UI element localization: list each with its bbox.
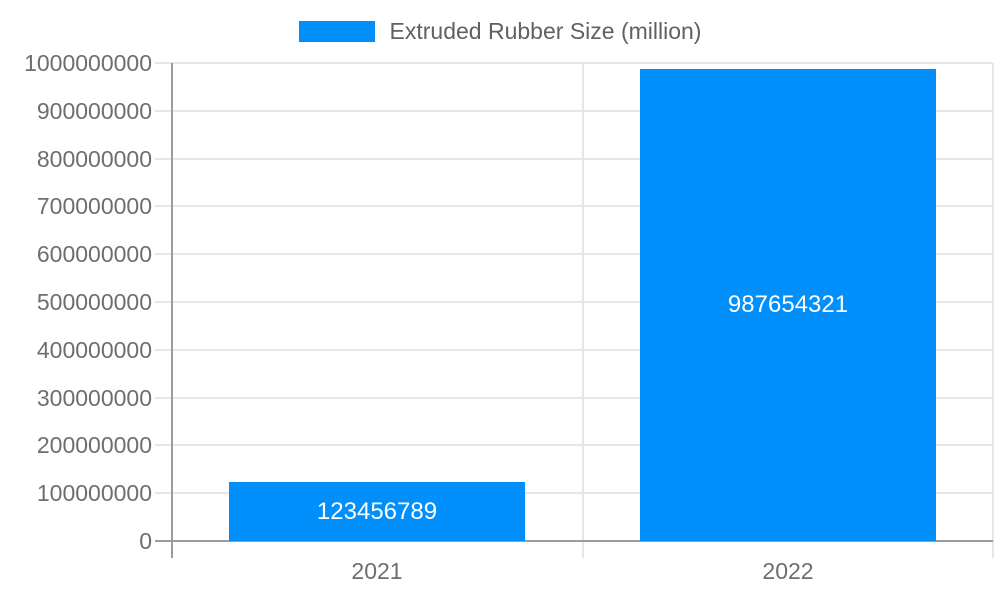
y-axis-tick-label: 200000000 bbox=[36, 432, 152, 459]
y-axis-tick-label: 700000000 bbox=[36, 193, 152, 220]
y-axis-tick-label: 100000000 bbox=[36, 480, 152, 507]
y-axis-tick-label: 500000000 bbox=[36, 289, 152, 315]
y-gridline bbox=[155, 253, 993, 256]
y-gridline bbox=[155, 492, 993, 495]
x-gridline bbox=[992, 63, 994, 558]
bar-value-label: 123456789 bbox=[316, 498, 438, 525]
legend-swatch-icon bbox=[298, 21, 375, 42]
y-axis-tick-label: 900000000 bbox=[36, 97, 152, 124]
y-axis-tick-label: 1000000000 bbox=[24, 50, 152, 76]
legend-label: Extruded Rubber Size (million) bbox=[389, 18, 702, 44]
x-axis-tick-label: 2021 bbox=[351, 558, 403, 584]
y-gridline bbox=[155, 396, 993, 399]
legend[interactable]: Extruded Rubber Size (million) bbox=[0, 20, 1000, 43]
y-axis-tick-label: 400000000 bbox=[36, 336, 152, 363]
y-gridline bbox=[155, 205, 993, 208]
x-axis-line bbox=[155, 540, 993, 542]
y-axis-tick-label: 300000000 bbox=[36, 384, 152, 411]
y-axis-tick-label: 800000000 bbox=[36, 145, 152, 172]
y-gridline bbox=[155, 348, 993, 351]
x-axis-tick-label: 2022 bbox=[762, 558, 814, 584]
x-gridline bbox=[582, 63, 584, 558]
y-axis-tick-label: 0 bbox=[139, 528, 152, 554]
y-gridline bbox=[155, 301, 993, 303]
y-axis-line bbox=[171, 63, 173, 558]
y-gridline bbox=[155, 444, 993, 447]
y-gridline bbox=[155, 157, 993, 160]
y-axis-tick-label: 600000000 bbox=[36, 241, 152, 268]
bar-value-label: 987654321 bbox=[727, 291, 849, 318]
y-gridline bbox=[155, 62, 993, 64]
bar-2022[interactable] bbox=[640, 69, 936, 541]
y-gridline bbox=[155, 109, 993, 112]
bar-2021[interactable] bbox=[229, 482, 525, 541]
